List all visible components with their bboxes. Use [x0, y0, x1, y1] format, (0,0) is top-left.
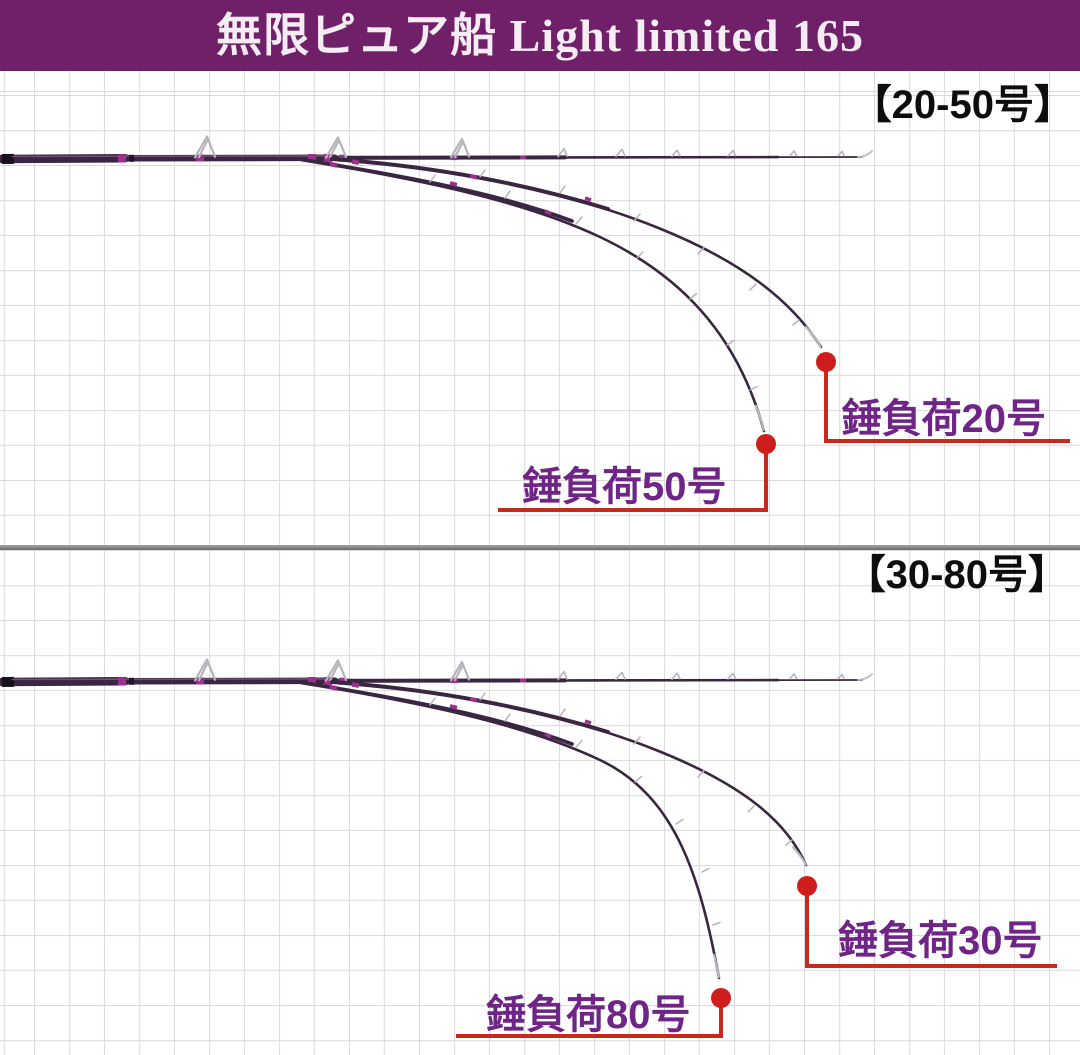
- callout-80go: [456, 988, 731, 1038]
- sinker-load-label-50go: 錘負荷50号: [522, 465, 727, 509]
- weight-range-label-top: 【20-50号】: [851, 83, 1074, 127]
- section-divider: [0, 545, 1080, 550]
- callout-50go: [498, 434, 776, 512]
- title-banner: 無限ピュア船 Light limited 165: [0, 0, 1080, 71]
- rod-curve-20go: [330, 157, 823, 349]
- line-guides-bottom: [193, 658, 845, 682]
- weight-range-label-bottom: 【30-80号】: [845, 553, 1068, 597]
- callout-20go: [816, 352, 1070, 443]
- tip-marker-dot-80go: [711, 988, 731, 1008]
- callout-30go: [797, 876, 1057, 968]
- sinker-load-label-80go: 錘負荷80号: [486, 993, 691, 1037]
- rod-straight-bottom: [0, 658, 873, 687]
- sinker-load-label-30go: 錘負荷30号: [838, 919, 1043, 963]
- tip-marker-dot-20go: [816, 352, 836, 372]
- rod-curve-50go: [300, 157, 766, 433]
- tip-marker-dot-50go: [756, 434, 776, 454]
- graph-paper-background: [0, 71, 1080, 1055]
- tip-marker-dot-30go: [797, 876, 817, 896]
- rod-curve-30go: [330, 680, 808, 867]
- sinker-load-label-20go: 錘負荷20号: [841, 397, 1047, 441]
- rod-curve-80go: [300, 680, 721, 980]
- product-title: 無限ピュア船 Light limited 165: [216, 9, 864, 61]
- rod-straight-top: [0, 135, 873, 164]
- line-guides-top: [193, 135, 845, 159]
